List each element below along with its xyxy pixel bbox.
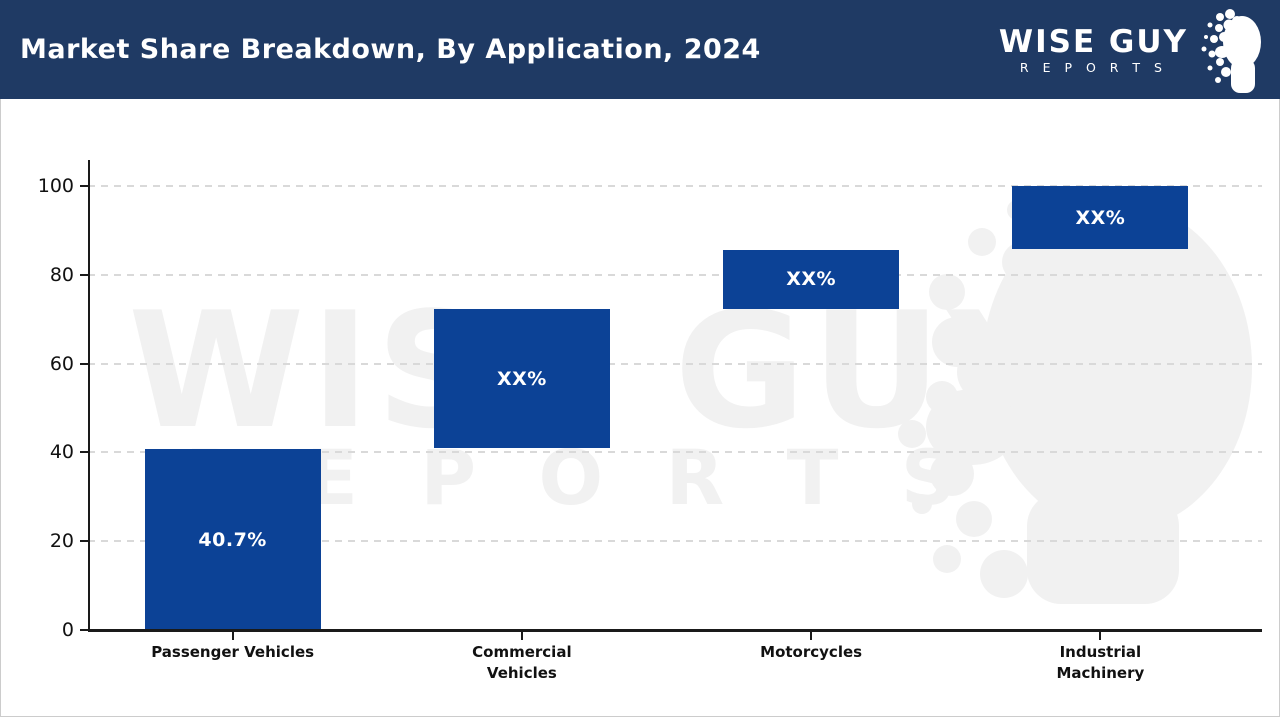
y-tick-label: 0 [61, 619, 74, 641]
gridline [88, 540, 1262, 543]
bar-value-label: XX% [496, 367, 547, 390]
bar-segment: XX% [1012, 186, 1189, 250]
x-axis-line [88, 629, 1262, 632]
x-tick-mark [1099, 632, 1102, 640]
bar-value-label: XX% [786, 268, 837, 291]
y-tick-mark [80, 273, 88, 276]
y-axis-line [88, 160, 90, 632]
y-tick-mark [80, 451, 88, 454]
gridline [88, 362, 1262, 365]
bar-value-label: XX% [1075, 206, 1126, 229]
y-tick-mark [80, 540, 88, 543]
chart-title: Market Share Breakdown, By Application, … [20, 34, 761, 65]
watermark-face-graphic [898, 198, 1252, 604]
x-axis-category-label: Industrial Machinery [1056, 643, 1145, 682]
gridline [88, 185, 1262, 187]
brand-logo: WISE GUY R E P O R T S [999, 8, 1264, 94]
y-tick-mark [80, 185, 88, 187]
x-tick-mark [520, 632, 523, 640]
logo-wordmark: WISE GUY [998, 24, 1188, 60]
bar-segment: XX% [723, 250, 900, 309]
gridline [88, 451, 1262, 454]
logo-subtext: R E P O R T S [1019, 60, 1167, 75]
y-tick-mark [80, 629, 88, 631]
y-tick-label: 20 [49, 530, 74, 553]
x-axis-category-label: Motorcycles [760, 643, 863, 661]
y-tick-label: 40 [49, 441, 74, 464]
x-axis-category-label: Commercial Vehicles [472, 643, 572, 682]
x-axis-category-label: Passenger Vehicles [151, 643, 315, 661]
bar-segment: 40.7% [144, 449, 321, 630]
y-tick-mark [80, 362, 88, 365]
bar-segment: XX% [433, 309, 610, 448]
gridline [88, 273, 1262, 276]
bar-value-label: 40.7% [198, 528, 267, 551]
logo-text-block: WISE GUY R E P O R T S [999, 25, 1188, 77]
logo-face-icon [1201, 9, 1261, 93]
header-bar: Market Share Breakdown, By Application, … [0, 0, 1280, 99]
x-tick-mark [810, 632, 813, 640]
x-tick-mark [231, 632, 234, 640]
y-tick-label: 80 [49, 263, 74, 286]
y-tick-label: 100 [37, 175, 74, 197]
y-tick-label: 60 [49, 352, 74, 375]
